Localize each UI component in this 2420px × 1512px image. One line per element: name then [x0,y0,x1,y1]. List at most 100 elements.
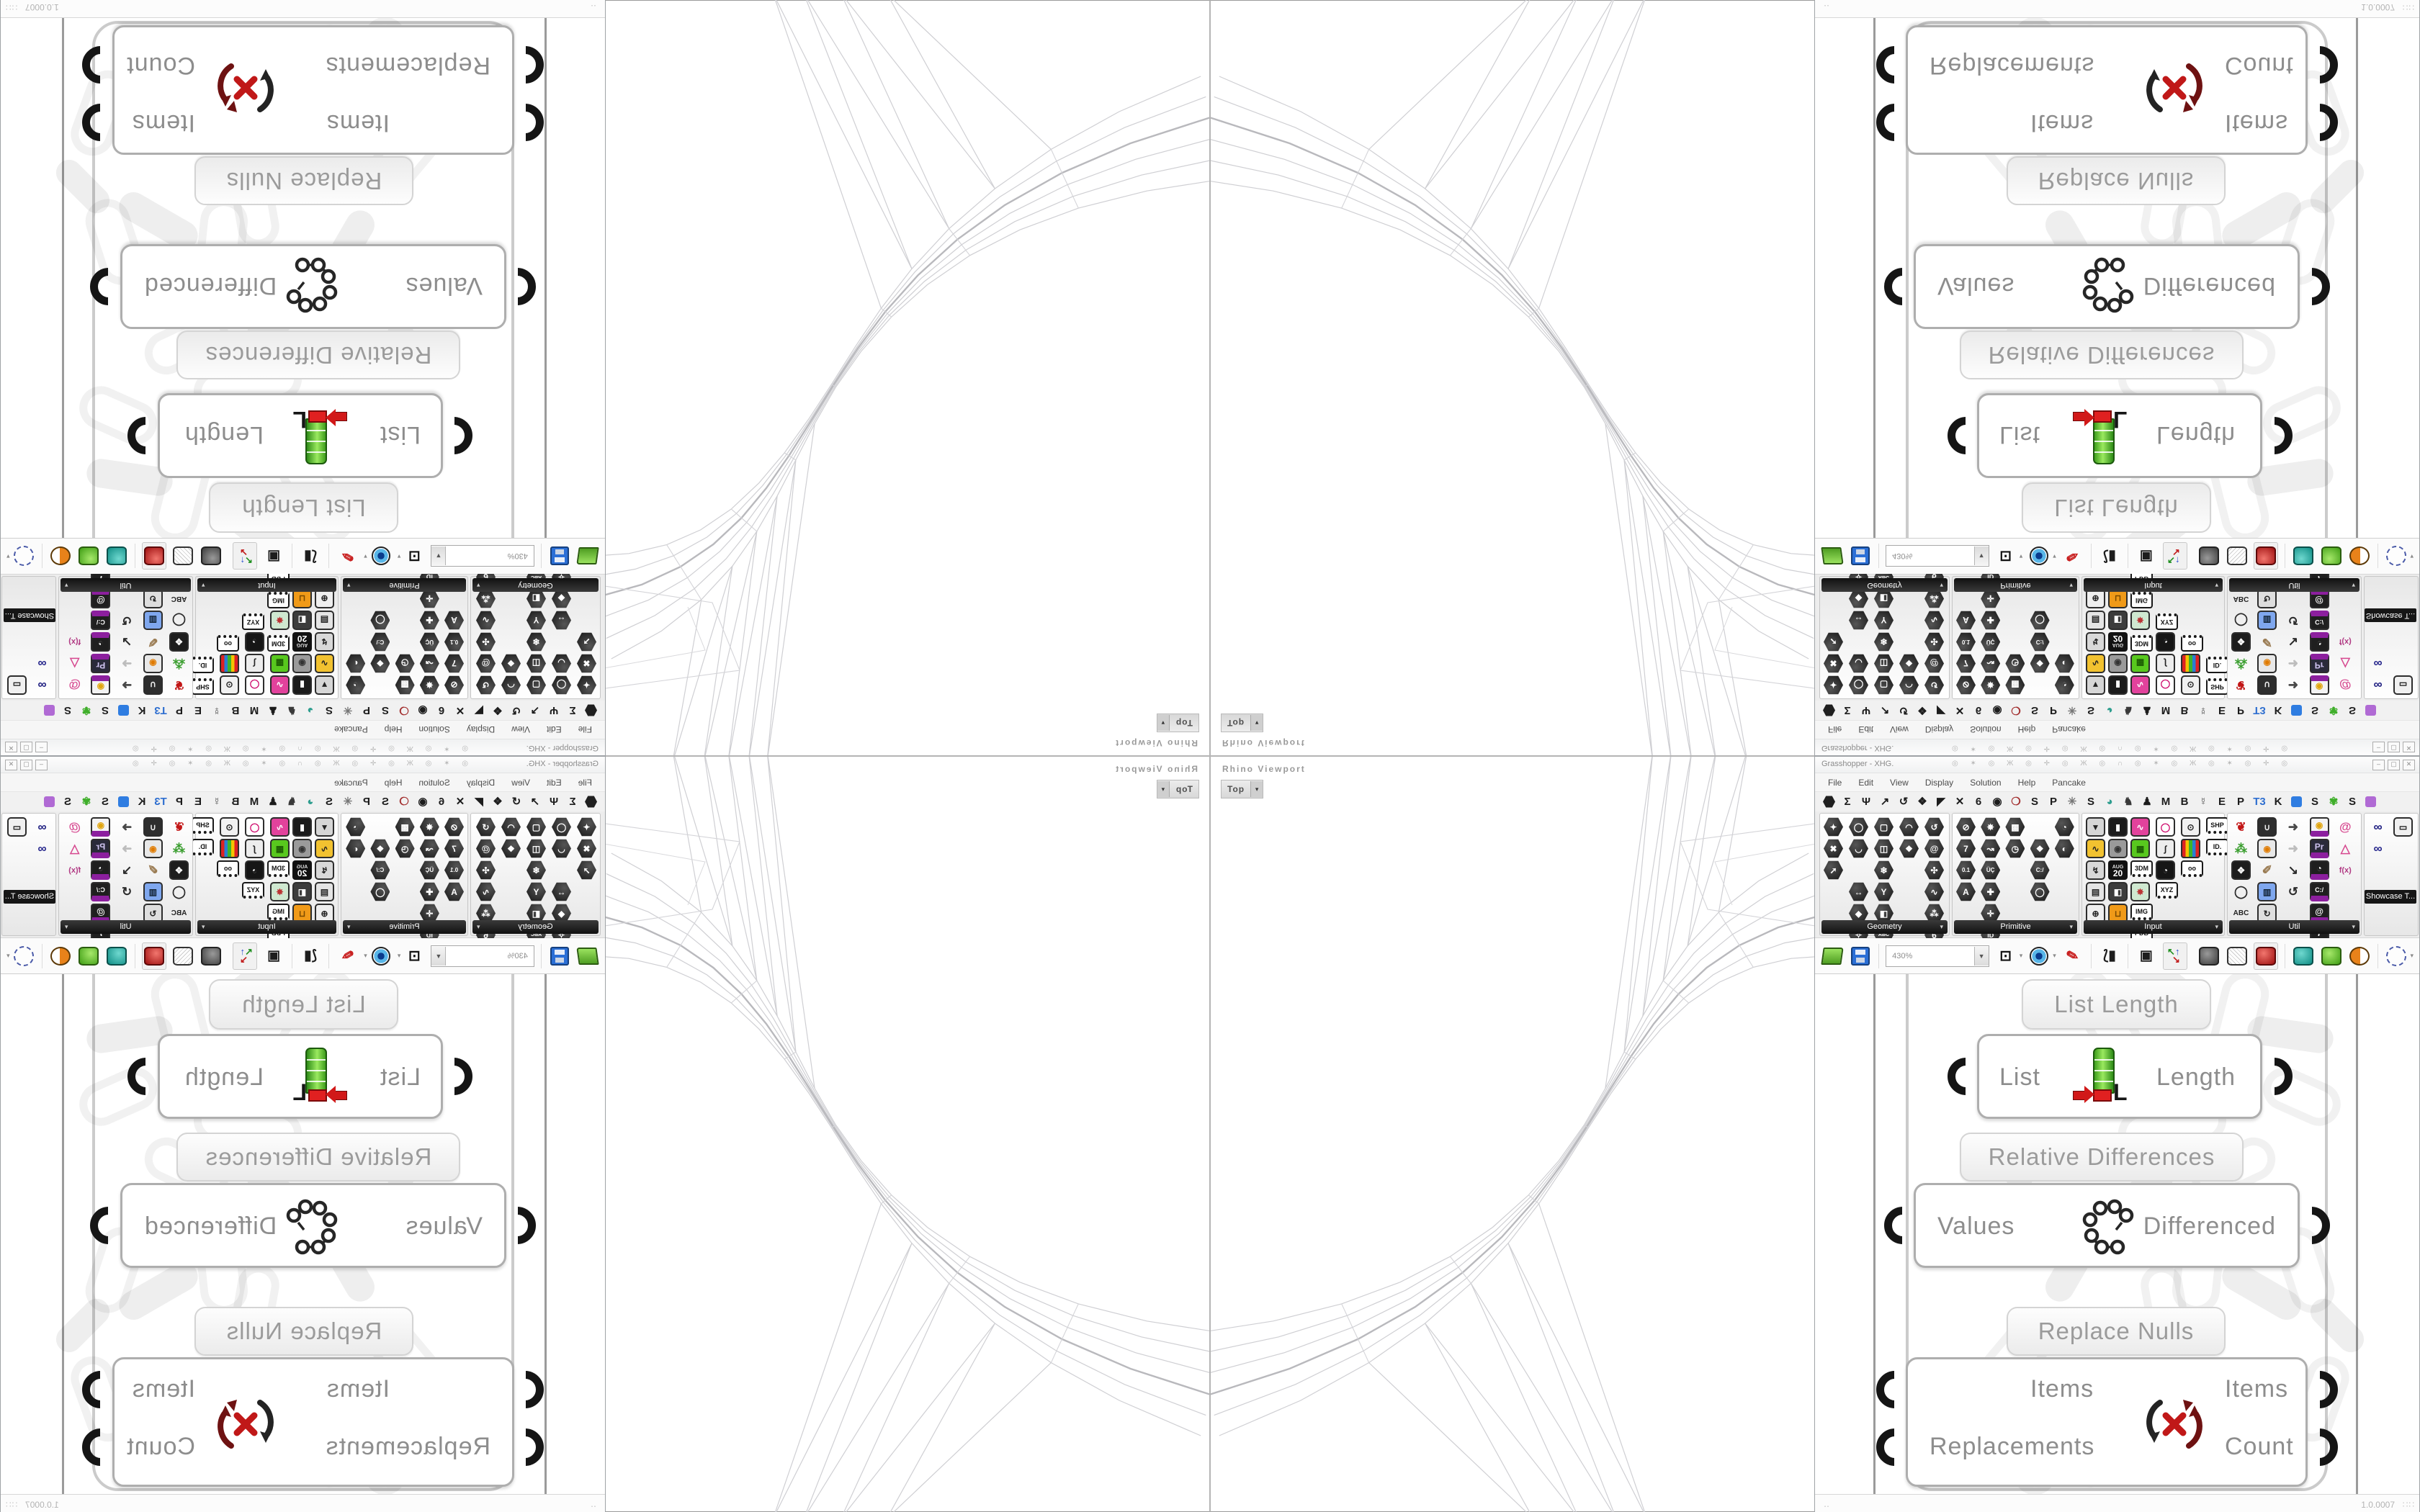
panel-footer-primitive[interactable]: Primitive ▾ [343,578,466,592]
component-icon[interactable]: ◯ [370,611,390,630]
minimize-button[interactable]: – [2372,742,2385,752]
minimize-button[interactable]: – [35,760,48,770]
category-tab[interactable]: P [2049,704,2057,716]
component-icon[interactable]: ▭ [2393,675,2413,695]
component-icon[interactable]: ⊘ [1956,817,1976,837]
maximize-button[interactable]: ▢ [2388,742,2400,752]
category-tab[interactable]: ❍ [2011,704,2021,716]
component-icon[interactable]: ✸ [2130,611,2150,630]
component-relative-differences[interactable]: Values Differenced [120,244,506,329]
component-icon[interactable]: ▢ [526,817,546,837]
component-icon[interactable]: ◉ [143,654,163,673]
component-icon[interactable]: ◐ [2054,839,2074,858]
custom-preview-button[interactable] [49,544,72,570]
category-tab[interactable]: S [102,796,109,808]
menu-pancake[interactable]: Pancake [334,724,368,735]
camera-widget-button[interactable]: ⟅▮ [299,544,322,570]
category-tab[interactable]: T3 [154,796,167,808]
component-icon[interactable]: oo [2181,860,2203,877]
component-icon[interactable]: ⊙ [2181,817,2200,837]
component-icon[interactable]: ✚ [420,611,439,630]
menu-file[interactable]: File [1828,724,1842,735]
category-tab[interactable]: ◕ [2106,704,2113,716]
component-icon[interactable]: ⁂ [476,589,496,608]
panel-footer-geometry[interactable]: Geometry ▾ [472,578,599,592]
component-icon[interactable]: 0.1 [444,632,464,652]
component-icon[interactable]: ∿ [2130,817,2150,837]
component-icon[interactable]: ❦ [2236,819,2246,834]
component-icon[interactable]: @ [68,819,81,834]
menu-view[interactable]: View [511,777,530,788]
component-icon[interactable]: ◯ [245,675,264,695]
component-icon[interactable]: C:/ [370,632,390,652]
category-tab[interactable]: Σ [1844,704,1851,716]
component-icon[interactable]: ◫ [526,654,546,673]
chevron-down-icon[interactable]: ▾ [2410,553,2414,560]
component-icon[interactable]: 3DM [2130,860,2153,877]
selection-set-button[interactable] [12,544,35,570]
zoom-extents-button[interactable]: ⊡ [403,544,426,570]
category-tab[interactable]: M [249,796,259,808]
component-icon[interactable]: oo [2181,635,2203,652]
component-icon[interactable]: ✸ [270,882,290,901]
component-icon[interactable]: Pr [2309,839,2329,858]
open-file-button[interactable] [1821,943,1844,969]
params-tab-icon[interactable] [585,796,597,808]
component-icon[interactable]: ◯ [1849,675,1868,695]
category-tab[interactable]: 6 [1975,796,1982,808]
component-icon[interactable]: ✸ [420,817,439,837]
zoom-level-input[interactable] [1886,950,1974,961]
output-param-count[interactable]: Count [126,1433,195,1460]
component-icon[interactable]: ❄ [526,632,546,652]
component-icon[interactable]: ◧ [292,611,312,630]
component-icon[interactable]: ◯ [1849,817,1868,837]
category-tab[interactable]: ☿ [212,704,221,716]
menu-help[interactable]: Help [2017,777,2036,788]
panel-footer-util[interactable]: Util ▾ [2229,920,2360,934]
menu-display[interactable]: Display [466,724,496,735]
component-icon[interactable]: ↺ [1924,675,1944,695]
component-icon[interactable]: ❦ [174,678,184,693]
preview-eye-button[interactable] [369,943,393,969]
category-tab[interactable]: S [2311,796,2318,808]
category-tab[interactable]: K [2274,704,2282,716]
chevron-down-icon[interactable]: ▾ [2053,952,2056,959]
grasshopper-titlebar[interactable]: Grasshopper - XHG. ◎ ✶ ◎ Ж ◎ ✛ ◎ Ж ◎ ∩ ◎… [1,757,605,773]
chevron-down-icon[interactable]: ▾ [1250,781,1263,797]
component-icon[interactable]: ▩ [2005,817,2025,837]
component-icon[interactable]: ◧ [1874,904,1894,923]
category-tab[interactable]: M [2161,796,2171,808]
component-icon[interactable]: f(x) [68,637,81,647]
group-label-replace-nulls[interactable]: Replace Nulls [194,156,413,205]
panel-footer-input[interactable]: Input ▾ [197,578,336,592]
component-icon[interactable]: ∿ [270,675,290,695]
component-icon[interactable]: ✚ [420,882,439,901]
category-tab[interactable]: B [231,796,240,808]
category-tab[interactable]: ❖ [1917,796,1927,808]
sketch-button[interactable]: ✎ [336,943,359,969]
category-tab[interactable]: ♟ [2142,704,2152,716]
component-icon[interactable]: AUG 20 [2108,632,2128,652]
input-param-values[interactable]: Values [1937,1212,2015,1240]
category-tab[interactable]: S [2311,704,2318,716]
output-param-length[interactable]: Length [2156,421,2236,449]
component-icon[interactable]: ↺ [476,817,496,837]
category-tab[interactable]: ☿ [2199,704,2208,716]
category-tab[interactable]: ◉ [418,796,428,808]
component-relative-differences[interactable]: Values Differenced [1914,244,2300,329]
category-tab[interactable]: S [382,796,390,808]
component-icon[interactable]: ∫ [245,839,264,858]
open-file-button[interactable] [1821,544,1844,570]
close-button[interactable]: ✕ [5,742,17,752]
output-param-items[interactable]: Items [131,1375,195,1403]
component-icon[interactable]: ◔ [91,632,111,652]
component-icon[interactable]: IMG [267,904,290,920]
component-icon[interactable]: SHP [192,678,214,695]
chevron-down-icon[interactable]: ▾ [2019,553,2023,560]
output-param-length[interactable]: Length [2156,1063,2236,1091]
params-tab-icon[interactable] [1823,704,1835,716]
category-tab[interactable]: Ψ [549,796,559,808]
component-icon[interactable]: ◐ [346,839,365,858]
component-icon[interactable]: @ [1924,654,1944,673]
preview-off-button[interactable] [200,943,223,969]
